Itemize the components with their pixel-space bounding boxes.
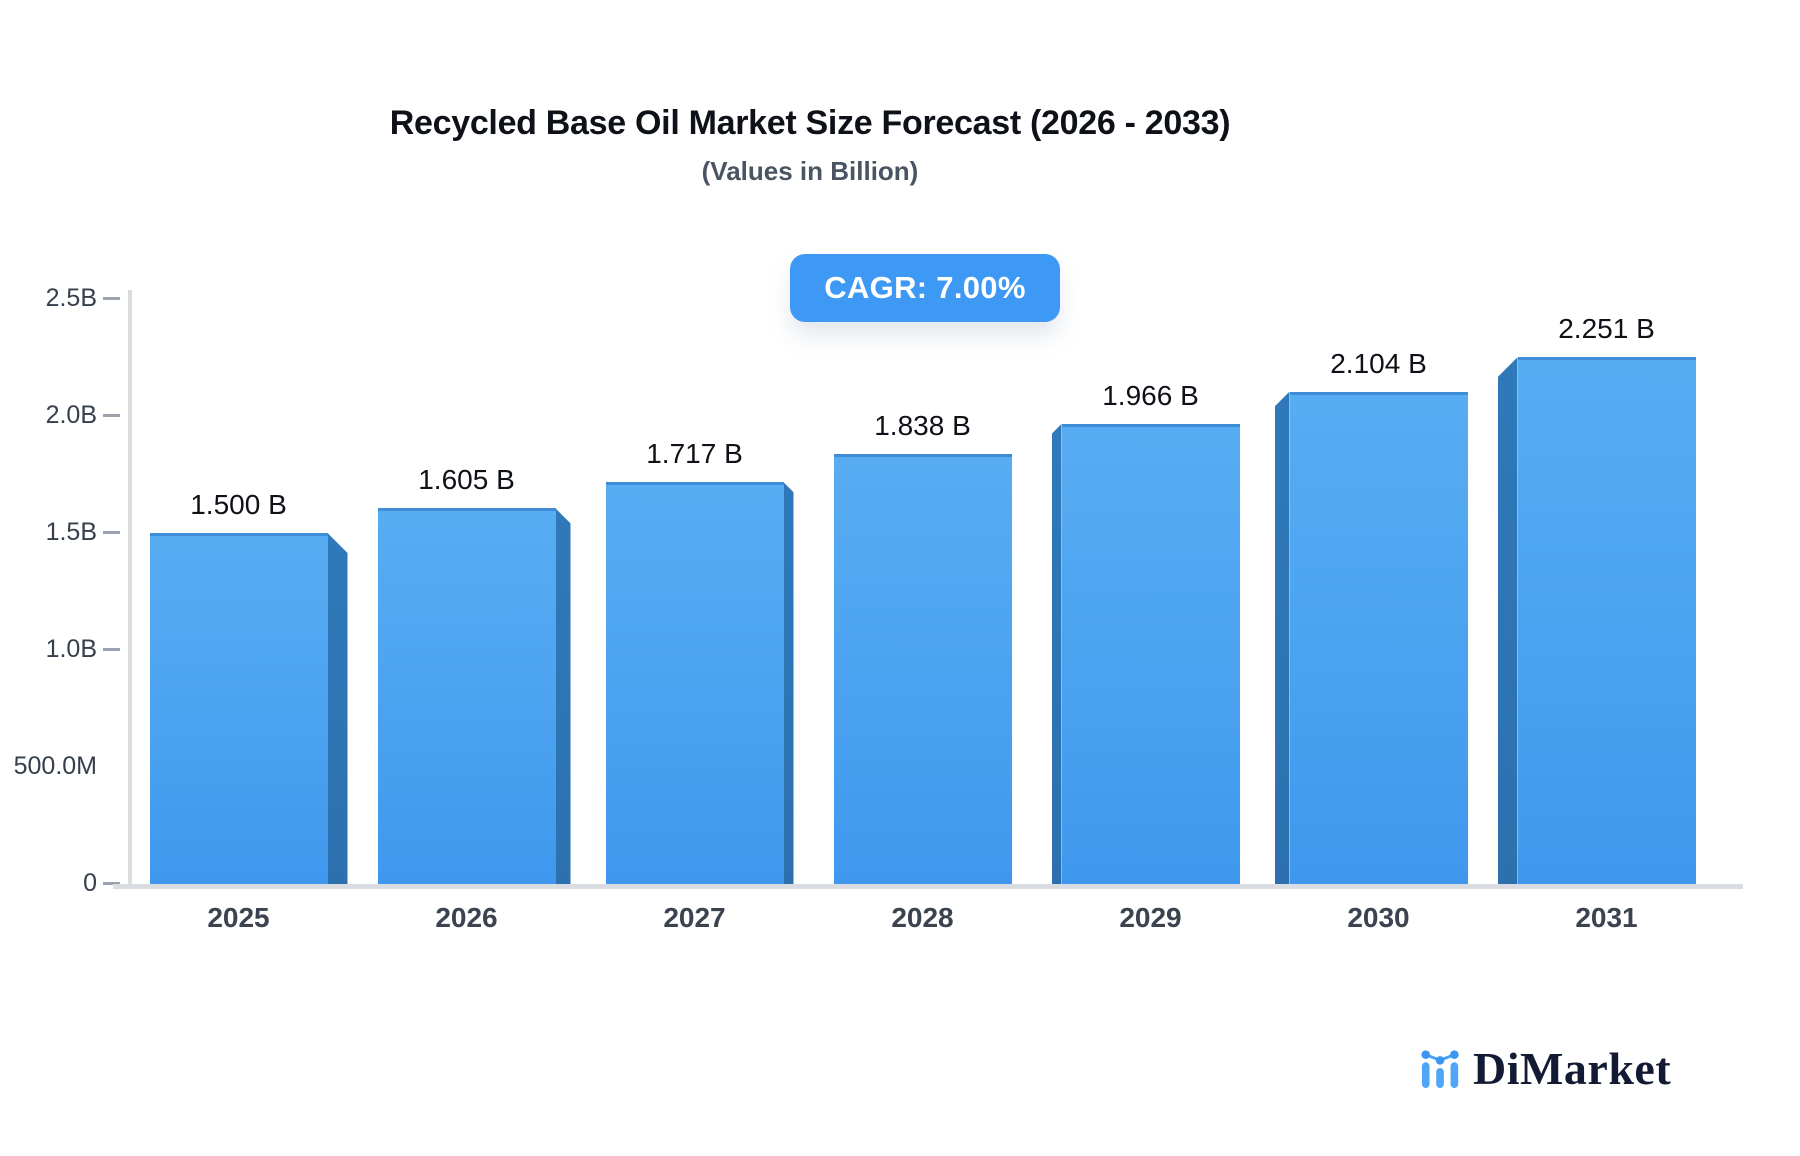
bar-value-label: 1.605 B — [418, 464, 515, 496]
bar-value-label: 2.251 B — [1558, 313, 1655, 345]
y-axis-tick-mark — [103, 531, 120, 534]
brand-logo: DiMarket — [1420, 1040, 1671, 1096]
y-axis-tick-label: 2.5B — [45, 284, 97, 312]
y-axis-tick-mark — [103, 882, 120, 885]
chart-subtitle: (Values in Billion) — [701, 156, 919, 186]
bar-side-face — [1497, 357, 1518, 884]
y-axis-tick-label: 1.5B — [45, 518, 97, 546]
bar — [377, 508, 556, 884]
bar-value-label: 1.500 B — [190, 489, 287, 520]
bar — [1289, 391, 1468, 884]
bar-value-label: 1.838 B — [874, 409, 971, 441]
bar — [605, 482, 784, 884]
x-axis-label: 2031 — [1575, 902, 1638, 933]
y-axis-tick-label: 0 — [83, 869, 97, 897]
bar-value-label: 2.104 B — [1330, 347, 1427, 379]
x-axis-label: 2027 — [663, 902, 726, 933]
brand-name: DiMarket — [1473, 1042, 1672, 1094]
bar-side-face — [1274, 391, 1290, 884]
y-axis-line — [128, 290, 132, 884]
cagr-badge: CAGR: 7.00% — [790, 254, 1060, 322]
bar — [149, 533, 328, 884]
bar-side-face — [1051, 423, 1062, 884]
bar-value-label: 1.966 B — [1102, 379, 1199, 411]
y-axis-tick-mark — [103, 648, 120, 651]
chart-title: Recycled Base Oil Market Size Forecast (… — [389, 104, 1231, 142]
bar-side-face — [783, 482, 794, 884]
x-axis-label: 2025 — [207, 902, 270, 933]
bar-side-face — [555, 508, 571, 884]
y-axis-tick-mark — [103, 297, 120, 300]
cagr-badge-label: CAGR: 7.00% — [824, 270, 1026, 305]
x-axis-line — [113, 884, 1743, 889]
bar — [1517, 357, 1696, 884]
y-axis-tick-mark — [103, 414, 120, 417]
y-axis-tick-label: 500.0M — [13, 752, 97, 780]
bar-chart-logo-icon — [1421, 1050, 1459, 1089]
x-axis-label: 2026 — [435, 902, 498, 933]
x-axis-label: 2029 — [1119, 902, 1182, 933]
bar — [833, 453, 1012, 884]
x-axis-label: 2028 — [891, 902, 954, 933]
y-axis-tick-label: 1.0B — [45, 635, 97, 663]
bar — [1061, 423, 1240, 884]
x-axis-label: 2030 — [1347, 902, 1410, 933]
bar-side-face — [327, 533, 348, 884]
bar-value-label: 1.717 B — [646, 438, 743, 470]
y-axis-tick-label: 2.0B — [45, 401, 97, 429]
